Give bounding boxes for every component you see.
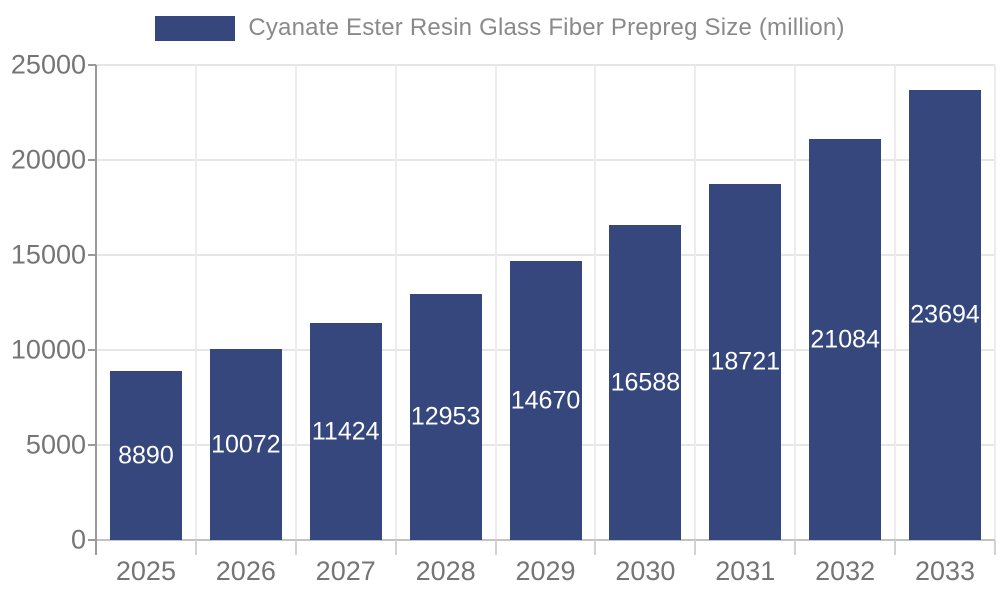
x-axis-tick: [894, 540, 897, 555]
x-axis-tick: [194, 540, 197, 555]
y-axis-tick: [88, 349, 96, 351]
bar-value-label: 16588: [610, 368, 681, 396]
bar-value-label: 12953: [410, 402, 481, 431]
x-axis-tick: [794, 540, 797, 555]
bar: [809, 139, 882, 540]
bar-value-label: 23694: [910, 300, 980, 329]
x-tick-label: 2025: [115, 556, 176, 586]
y-axis-line: [95, 65, 97, 555]
x-gridline: [394, 65, 397, 540]
x-tick-label: 2030: [615, 556, 676, 586]
y-gridline: [96, 64, 995, 66]
y-tick-label: 0: [70, 524, 86, 555]
bar: [609, 225, 682, 540]
x-gridline: [994, 65, 996, 540]
bar-value-label: 8890: [118, 441, 174, 469]
y-tick-label: 15000: [10, 239, 86, 270]
x-gridline: [894, 65, 897, 540]
bar-value-label: 10072: [211, 430, 281, 458]
bar: [909, 90, 982, 540]
y-tick-label: 5000: [25, 429, 86, 460]
x-tick-label: 2032: [815, 556, 876, 586]
y-gridline: [96, 254, 995, 256]
x-axis-tick: [694, 540, 697, 555]
bar-value-label: 18721: [710, 347, 781, 376]
y-tick-label: 25000: [10, 49, 86, 80]
x-gridline: [494, 65, 497, 540]
y-gridline: [96, 159, 995, 161]
x-axis-tick: [594, 540, 597, 555]
legend-label: Cyanate Ester Resin Glass Fiber Prepreg …: [248, 14, 845, 41]
bar-value-label: 21084: [810, 325, 880, 353]
bar: [509, 261, 582, 540]
y-tick-label: 20000: [10, 144, 86, 175]
bar: [109, 371, 182, 540]
bar: [409, 294, 482, 540]
bar-value-label: 14670: [510, 386, 581, 414]
y-axis-tick: [88, 539, 96, 541]
legend[interactable]: Cyanate Ester Resin Glass Fiber Prepreg …: [0, 14, 1000, 42]
x-tick-label: 2026: [215, 556, 276, 586]
bar-value-label: 11424: [311, 417, 380, 445]
x-tick-label: 2028: [415, 556, 476, 586]
x-axis-tick: [994, 540, 996, 555]
y-axis-tick: [88, 64, 96, 66]
x-gridline: [294, 65, 297, 540]
x-gridline: [594, 65, 597, 540]
legend-swatch: [155, 15, 236, 41]
bar: [209, 349, 282, 540]
bar: [309, 323, 382, 540]
x-tick-label: 2031: [715, 556, 776, 586]
x-axis-tick: [494, 540, 497, 555]
bar: [709, 184, 782, 540]
x-tick-label: 2027: [315, 556, 376, 586]
x-tick-label: 2033: [915, 556, 976, 586]
x-axis-line: [96, 539, 995, 541]
x-tick-label: 2029: [515, 556, 576, 586]
y-axis-tick: [88, 444, 96, 446]
x-gridline: [794, 65, 797, 540]
y-axis-tick: [88, 159, 96, 161]
x-axis-tick: [294, 540, 297, 555]
x-axis-tick: [394, 540, 397, 555]
x-gridline: [694, 65, 697, 540]
x-gridline: [194, 65, 197, 540]
y-tick-label: 10000: [10, 334, 86, 365]
y-axis-tick: [88, 254, 96, 256]
